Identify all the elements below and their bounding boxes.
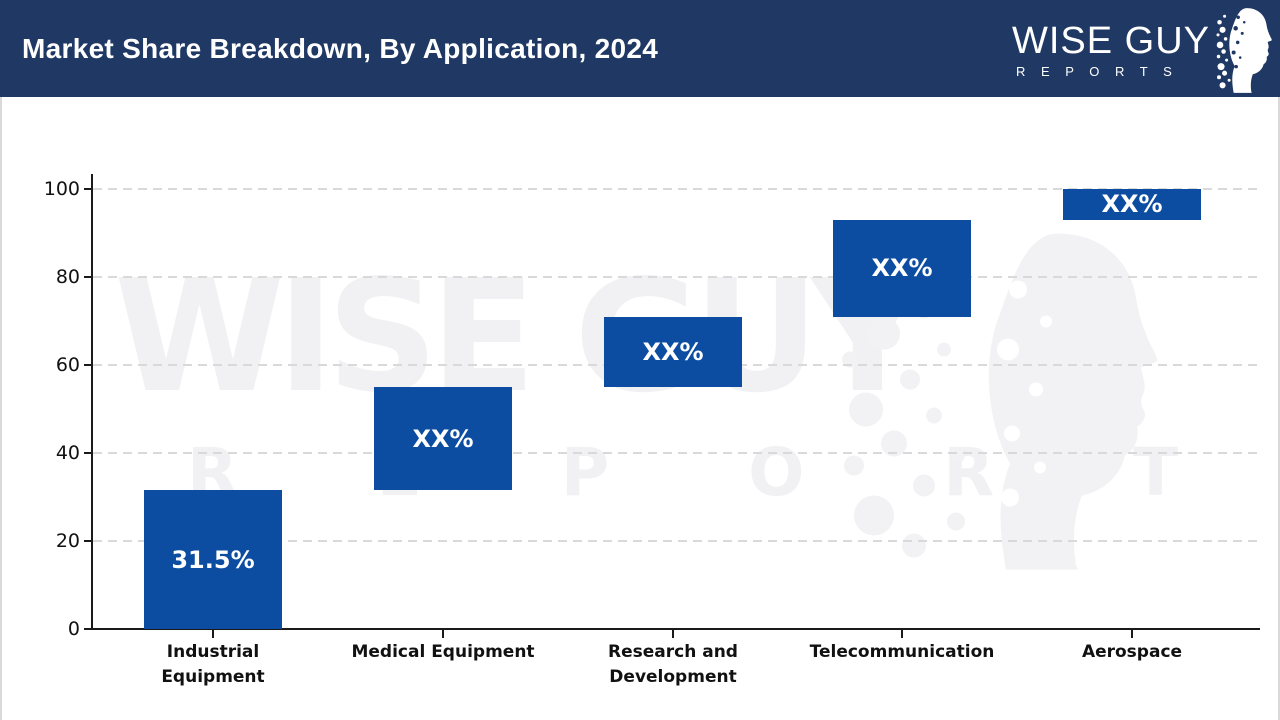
x-tick-mark-medical-equipment <box>442 630 444 638</box>
y-tick-label-40: 40 <box>55 442 80 464</box>
y-tick-mark-0 <box>84 628 93 630</box>
y-tick-label-0: 0 <box>67 618 80 640</box>
x-tick-mark-telecommunication <box>901 630 903 638</box>
category-label-industrial-equipment: Industrial Equipment <box>83 640 343 690</box>
category-label-line: Medical Equipment <box>351 642 535 662</box>
page-title: Market Share Breakdown, By Application, … <box>22 32 659 64</box>
y-tick-mark-20 <box>84 540 93 542</box>
y-tick-label-100: 100 <box>43 178 80 200</box>
category-label-line: Equipment <box>161 667 265 687</box>
plot-area: 0 20 40 60 80 100 31.5% Industrial Equipment XX% M… <box>2 99 1278 720</box>
y-axis-line <box>91 174 93 630</box>
gridline-40 <box>93 452 1260 454</box>
watermark-face-icon <box>842 233 1158 570</box>
gridline-80 <box>93 276 1260 278</box>
bar-value-label-medical-equipment: XX% <box>412 424 474 453</box>
bar-aerospace <box>1063 189 1201 220</box>
watermark-wordmark: WISE GUY <box>114 246 923 427</box>
category-label-telecommunication: Telecommunication <box>772 640 1032 665</box>
category-label-line: Aerospace <box>1081 642 1183 662</box>
bar-research-and-development <box>604 316 742 387</box>
y-tick-label-20: 20 <box>55 530 80 552</box>
y-tick-label-80: 80 <box>55 266 80 288</box>
header-bar: Market Share Breakdown, By Application, … <box>0 0 1280 97</box>
category-label-medical-equipment: Medical Equipment <box>313 640 573 665</box>
category-label-line: Development <box>609 667 737 687</box>
bar-value-label-industrial-equipment: 31.5% <box>171 545 255 574</box>
y-tick-mark-100 <box>84 188 93 190</box>
category-label-line: Research and <box>608 642 738 662</box>
category-label-line: Industrial <box>166 642 260 662</box>
y-tick-label-60: 60 <box>55 354 80 376</box>
gridline-100 <box>93 188 1260 190</box>
x-tick-mark-research-and-development <box>672 630 674 638</box>
bar-value-label-telecommunication: XX% <box>871 254 933 283</box>
gridline-20 <box>93 540 1260 542</box>
logo-wordmark-line1: WISE GUY <box>1011 19 1210 62</box>
y-tick-mark-60 <box>84 364 93 366</box>
x-tick-mark-aerospace <box>1131 630 1133 638</box>
bar-value-label-aerospace: XX% <box>1101 190 1163 219</box>
logo-wordmark-line2: R E P O R T S <box>1015 63 1178 79</box>
category-label-research-and-development: Research and Development <box>543 640 803 690</box>
bar-medical-equipment <box>374 387 512 491</box>
logo-face-icon <box>1216 8 1272 93</box>
logo-wordmark: WISE GUY R E P O R T S <box>1012 22 1210 79</box>
bar-value-label-research-and-development: XX% <box>642 337 704 366</box>
y-tick-mark-80 <box>84 276 93 278</box>
category-label-aerospace: Aerospace <box>1002 640 1262 665</box>
bar-telecommunication <box>833 219 971 317</box>
bar-industrial-equipment <box>144 490 282 629</box>
x-tick-mark-industrial-equipment <box>212 630 214 638</box>
y-tick-mark-40 <box>84 452 93 454</box>
category-label-line: Telecommunication <box>809 642 995 662</box>
brand-logo: WISE GUY R E P O R T S <box>1012 6 1274 94</box>
x-axis-line <box>91 628 1260 630</box>
